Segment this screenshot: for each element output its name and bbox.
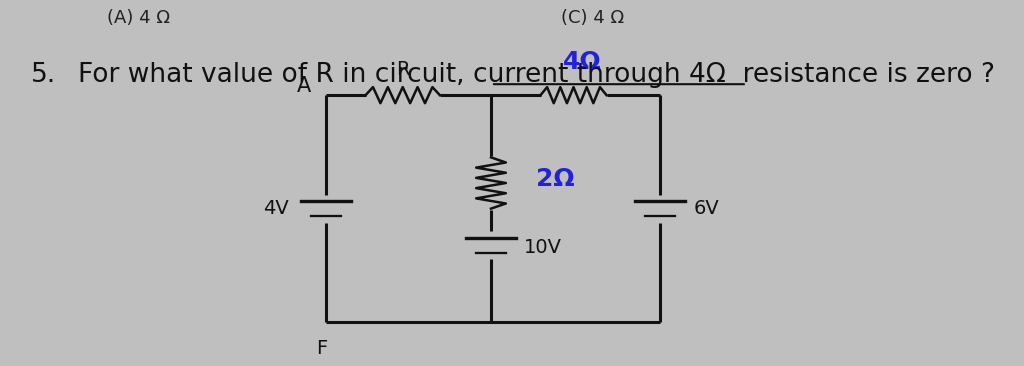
Text: 4V: 4V: [263, 199, 289, 218]
Text: R: R: [396, 60, 410, 79]
Text: 2Ω: 2Ω: [537, 167, 574, 191]
Text: (C) 4 Ω: (C) 4 Ω: [561, 9, 625, 27]
Text: 10V: 10V: [524, 238, 562, 257]
Text: For what value of R in circuit, current through 4Ω  resistance is zero ?: For what value of R in circuit, current …: [79, 62, 995, 88]
Text: 5.: 5.: [32, 62, 56, 88]
Text: 4Ω: 4Ω: [562, 50, 601, 74]
Text: A: A: [297, 76, 311, 96]
Text: F: F: [316, 339, 328, 358]
Text: (A) 4 Ω: (A) 4 Ω: [108, 9, 170, 27]
Text: 6V: 6V: [693, 199, 719, 218]
